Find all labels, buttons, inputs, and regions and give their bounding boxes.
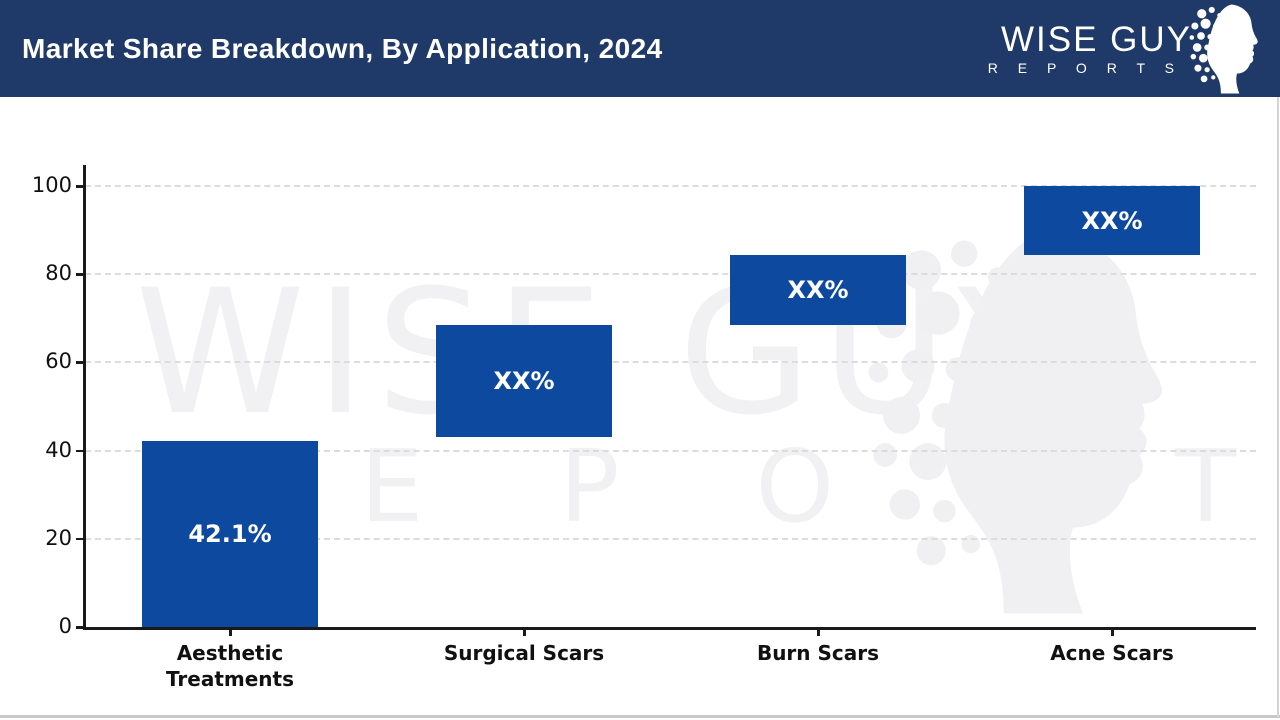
bar-value-label: 42.1% — [188, 520, 272, 549]
bottom-border-line — [0, 715, 1280, 718]
y-tick-label-80: 80 — [45, 261, 72, 286]
bar-aesthetic-treatments: 42.1% — [142, 441, 318, 627]
x-category-label-0: Aesthetic Treatments — [80, 640, 380, 692]
y-tick-label-40: 40 — [45, 437, 72, 462]
gridline-20 — [85, 537, 1256, 540]
x-category-label-line: Treatments — [165, 667, 295, 691]
brand-logo: WISE GUY R E P O R T S — [988, 3, 1270, 95]
x-tick-3 — [1111, 629, 1114, 636]
y-tick-60 — [76, 361, 83, 364]
gridline-100 — [85, 185, 1256, 187]
y-tick-label-100: 100 — [31, 173, 72, 197]
x-axis-line — [83, 627, 1256, 630]
bar-acne-scars: XX% — [1024, 186, 1200, 256]
bar-surgical-scars: XX% — [436, 324, 612, 438]
y-tick-100 — [76, 185, 83, 188]
y-axis-line — [83, 165, 86, 629]
page-title: Market Share Breakdown, By Application, … — [22, 32, 663, 64]
right-border-line — [1277, 97, 1279, 717]
x-tick-0 — [229, 629, 232, 636]
x-category-label-line: Burn Scars — [756, 641, 880, 665]
x-category-label-2: Burn Scars — [668, 640, 968, 666]
x-category-label-line: Acne Scars — [1050, 641, 1174, 665]
brand-logo-text: WISE GUY R E P O R T S — [988, 22, 1192, 75]
logo-subtitle: R E P O R T S — [987, 60, 1182, 76]
x-category-label-line: Aesthetic — [176, 641, 284, 665]
wise-guy-face-icon — [1189, 4, 1258, 93]
y-tick-80 — [76, 273, 83, 276]
x-category-label-3: Acne Scars — [962, 640, 1262, 666]
header: Market Share Breakdown, By Application, … — [0, 0, 1280, 97]
x-tick-2 — [817, 629, 820, 636]
bar-value-label: XX% — [787, 276, 849, 305]
bar-value-label: XX% — [1081, 206, 1143, 235]
y-tick-20 — [76, 537, 83, 541]
bar-value-label: XX% — [493, 367, 555, 396]
x-tick-1 — [523, 629, 526, 636]
x-category-label-line: Surgical Scars — [443, 641, 605, 665]
gridline-40 — [85, 449, 1256, 452]
y-tick-label-20: 20 — [45, 525, 72, 550]
bar-burn-scars: XX% — [730, 255, 906, 325]
gridline-80 — [85, 273, 1256, 276]
y-tick-label-60: 60 — [45, 349, 72, 374]
logo-wordmark: WISE GUY — [1000, 20, 1192, 59]
y-tick-0 — [76, 626, 83, 629]
x-category-label-1: Surgical Scars — [374, 640, 674, 666]
gridline-60 — [85, 361, 1256, 364]
y-tick-40 — [76, 449, 83, 453]
y-tick-label-0: 0 — [58, 614, 72, 638]
